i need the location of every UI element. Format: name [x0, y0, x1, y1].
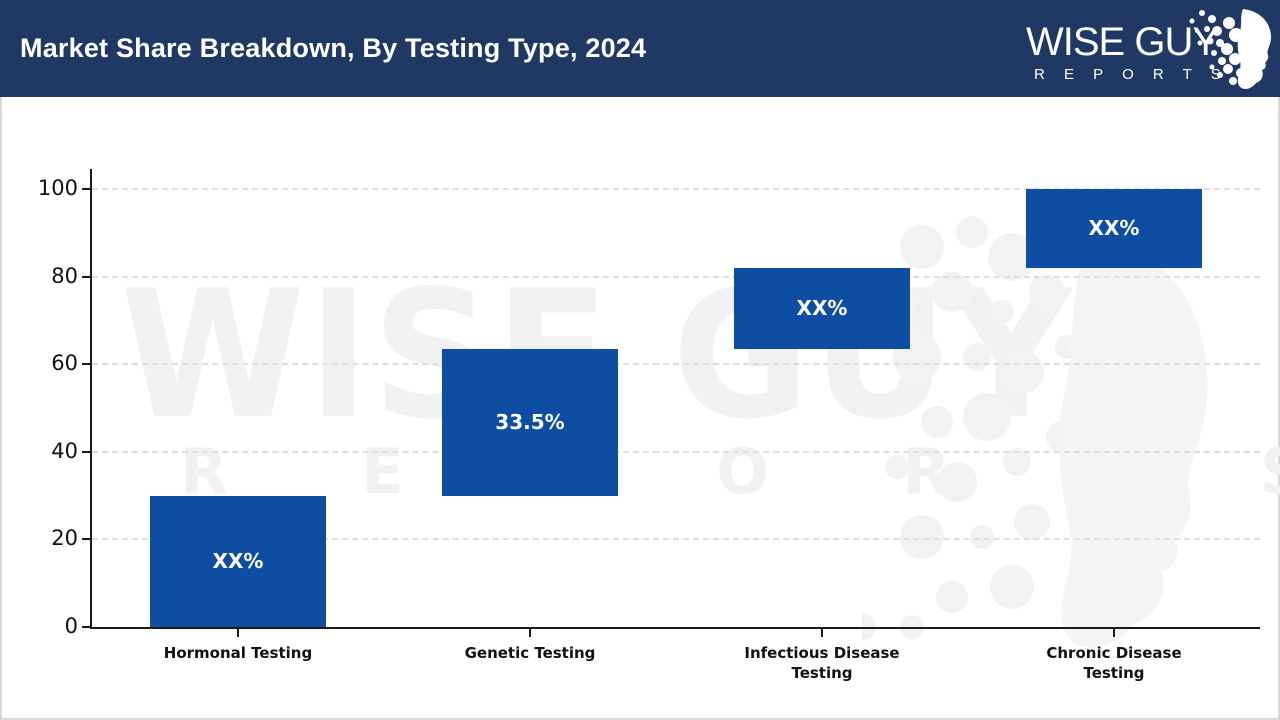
- bar-value-label: 33.5%: [495, 410, 565, 435]
- bar-infectious-disease-testing: XX%: [734, 267, 910, 349]
- wise-guy-reports-logo: WISE GUY R E P O R T S: [1026, 8, 1272, 89]
- x-axis-tick-mark: [237, 629, 239, 637]
- bar-chronic-disease-testing: XX%: [1026, 189, 1202, 268]
- gridline-y-80: [92, 275, 1260, 278]
- y-axis-tick-mark: [82, 275, 92, 278]
- bar-value-label: XX%: [796, 296, 848, 321]
- y-axis-tick-label: 0: [64, 614, 78, 638]
- x-axis-category-label: Infectious Disease Testing: [744, 644, 900, 682]
- x-axis-tick-mark: [821, 629, 823, 637]
- y-axis-tick-mark: [82, 538, 92, 541]
- y-axis-line: [90, 169, 92, 629]
- y-axis-tick-label: 60: [51, 351, 78, 376]
- x-axis-category-label: Chronic Disease Testing: [1046, 644, 1182, 682]
- y-axis-tick-mark: [82, 626, 92, 628]
- gridline-y-20: [92, 538, 1260, 541]
- x-axis-tick-mark: [1113, 629, 1115, 637]
- header-band: Market Share Breakdown, By Testing Type,…: [0, 0, 1280, 97]
- logo-text-wise-guy: WISE GUY: [1026, 20, 1218, 64]
- bar-hormonal-testing: XX%: [150, 495, 326, 627]
- chart-area: WISE GUY R E P O R T S 0 20 40 60 80 100 XX% Ho…: [0, 97, 1280, 720]
- logo-face-dots-icon: [1189, 8, 1272, 89]
- x-axis-category-label: Hormonal Testing: [163, 644, 313, 662]
- y-axis-tick-mark: [82, 363, 92, 366]
- page-title: Market Share Breakdown, By Testing Type,…: [20, 33, 647, 63]
- y-axis-tick-label: 80: [51, 263, 78, 288]
- y-axis-tick-label: 100: [37, 176, 78, 200]
- x-axis-category-label: Genetic Testing: [464, 644, 596, 662]
- logo-face-profile: [1237, 8, 1272, 89]
- x-axis-tick-mark: [529, 629, 531, 637]
- y-axis-tick-mark: [82, 450, 92, 453]
- y-axis-tick-label: 20: [51, 526, 78, 551]
- logo-wordmark: WISE GUY R E P O R T S: [1026, 20, 1228, 83]
- bar-value-label: XX%: [212, 549, 264, 574]
- y-axis-tick-label: 40: [51, 438, 78, 463]
- gridline-y-40: [92, 450, 1260, 453]
- y-axis-tick-mark: [82, 188, 92, 190]
- bar-genetic-testing: 33.5%: [442, 348, 618, 496]
- logo-text-reports: R E P O R T S: [1034, 66, 1228, 83]
- gridline-y-60: [92, 363, 1260, 366]
- x-axis-line: [90, 627, 1260, 629]
- watermark-face-profile: [1059, 237, 1208, 648]
- bar-value-label: XX%: [1088, 216, 1140, 241]
- gridline-y-100: [92, 188, 1260, 190]
